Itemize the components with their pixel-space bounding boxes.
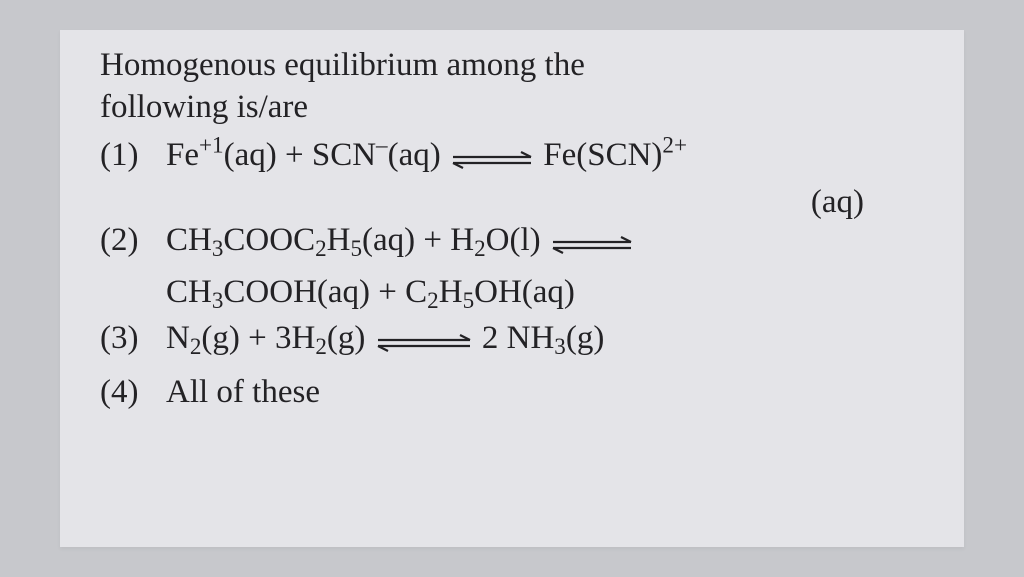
option-1[interactable]: (1) Fe+1(aq) + SCN–(aq) Fe(SCN)2+: [100, 134, 924, 182]
ethanol: C2H5OH(aq): [405, 274, 575, 310]
ethyl-acetate: CH3COOC2H5(aq): [166, 222, 415, 258]
option-1-number: (1): [100, 134, 166, 176]
fescn-state: (aq): [811, 184, 864, 220]
scn-ion: SCN–(aq): [312, 137, 441, 173]
option-1-state-line: (aq): [166, 181, 924, 223]
option-2[interactable]: (2) CH3COOC2H5(aq) + H2O(l): [100, 219, 924, 267]
fescn-complex: Fe(SCN)2+: [543, 137, 687, 173]
equilibrium-arrow-icon: [549, 225, 635, 267]
option-4[interactable]: (4) All of these: [100, 371, 924, 413]
option-2-number: (2): [100, 219, 166, 261]
option-3-number: (3): [100, 317, 166, 359]
equilibrium-arrow-icon: [449, 140, 535, 182]
equilibrium-arrow-icon: [374, 323, 474, 365]
option-2-products: CH3COOH(aq) + C2H5OH(aq): [166, 271, 924, 313]
option-4-number: (4): [100, 371, 166, 413]
nitrogen: N2(g): [166, 320, 240, 356]
acetic-acid: CH3COOH(aq): [166, 274, 370, 310]
question-stem: Homogenous equilibrium among the followi…: [100, 44, 924, 128]
water: H2O(l): [450, 222, 540, 258]
question-line-2: following is/are: [100, 89, 308, 125]
option-3[interactable]: (3) N2(g) + 3H2(g) 2 NH3(g): [100, 317, 924, 365]
ammonia: 2 NH3(g): [482, 320, 604, 356]
option-2-equation: CH3COOC2H5(aq) + H2O(l): [166, 219, 924, 267]
question-line-1: Homogenous equilibrium among the: [100, 47, 585, 83]
option-1-equation: Fe+1(aq) + SCN–(aq) Fe(SCN)2+: [166, 134, 924, 182]
question-card: Homogenous equilibrium among the followi…: [60, 30, 964, 547]
hydrogen: 3H2(g): [275, 320, 365, 356]
option-3-equation: N2(g) + 3H2(g) 2 NH3(g): [166, 317, 924, 365]
fe-ion: Fe+1(aq): [166, 137, 277, 173]
option-4-text: All of these: [166, 371, 924, 413]
